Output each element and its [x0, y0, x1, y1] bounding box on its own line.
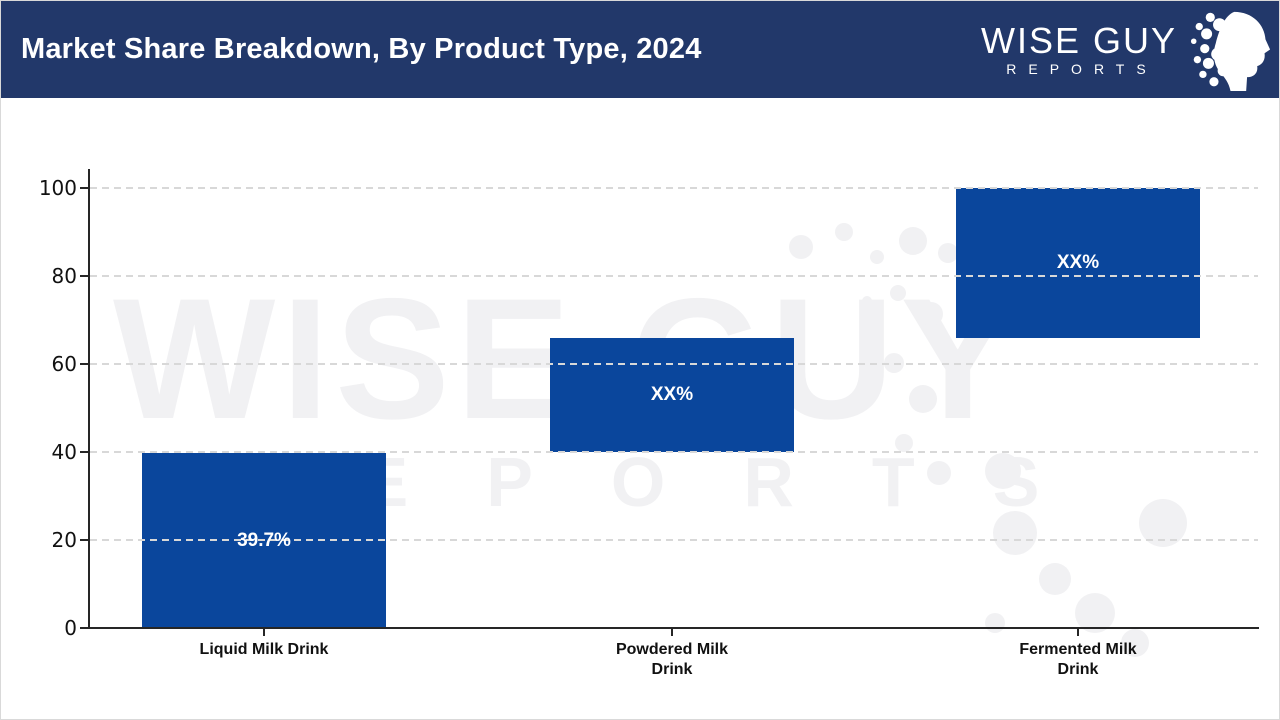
watermark-dot	[1121, 629, 1149, 657]
bar-value-label: XX%	[1056, 251, 1100, 273]
logo-text: WISE GUY REPORTS	[980, 20, 1177, 77]
bar-2	[550, 337, 794, 452]
watermark-dot	[870, 250, 884, 264]
y-tick-label: 20	[51, 528, 77, 552]
category-label-line: Liquid Milk Drink	[199, 641, 329, 658]
watermark-dot	[1039, 563, 1071, 595]
header: Market Share Breakdown, By Product Type,…	[1, 1, 1279, 98]
y-tick-mark	[80, 275, 88, 277]
category-label: Powdered Milk Drink	[542, 640, 802, 680]
watermark-dot	[938, 243, 958, 263]
gridline-60	[90, 363, 1258, 365]
category-label-line: Drink	[651, 661, 693, 678]
y-tick-label: 80	[51, 264, 77, 288]
watermark-dot	[862, 296, 872, 306]
watermark-dot	[899, 227, 927, 255]
gridline-40	[90, 451, 1258, 453]
y-tick-label: 40	[51, 440, 77, 464]
category-label: Liquid Milk Drink	[134, 640, 394, 660]
category-label: Fermented Milk Drink	[948, 640, 1208, 680]
watermark-dot	[927, 461, 951, 485]
wiseguy-logo: WISE GUY REPORTS	[981, 6, 1271, 94]
category-label-line: Powdered Milk	[615, 641, 729, 658]
watermark-dot	[993, 511, 1037, 555]
y-tick-label: 60	[51, 352, 77, 376]
chart-title: Market Share Breakdown, By Product Type,…	[21, 33, 702, 65]
watermark-dot	[895, 434, 913, 452]
dotted-head-icon	[1190, 11, 1271, 91]
watermark-dot	[919, 302, 943, 326]
watermark-dot	[985, 613, 1005, 633]
y-tick-label: 0	[64, 616, 77, 640]
y-tick-label: 100	[38, 176, 77, 200]
bar-3	[956, 188, 1200, 338]
y-tick-mark	[80, 539, 88, 541]
category-label-line: Drink	[1057, 661, 1099, 678]
watermark-dot	[835, 223, 853, 241]
watermark-dot	[789, 235, 813, 259]
gridline-100	[90, 187, 1258, 189]
y-axis-spine	[88, 169, 90, 629]
y-tick-mark	[80, 187, 88, 189]
watermark-dot	[909, 385, 937, 413]
x-tick-mark	[1077, 629, 1079, 636]
gridline-80	[90, 275, 1258, 277]
logo-subtext: REPORTS	[1006, 61, 1158, 77]
watermark-dot	[890, 285, 906, 301]
y-tick-mark	[80, 451, 88, 453]
x-axis-spine	[88, 627, 1259, 629]
y-tick-mark	[80, 627, 88, 629]
gridline-20	[90, 539, 1258, 541]
logo-wordmark: WISE GUY	[980, 20, 1177, 61]
bar-value-label: 39.7%	[237, 529, 291, 551]
watermark-dot	[985, 453, 1021, 489]
watermark-dot	[1075, 593, 1115, 633]
category-label-line: Fermented Milk	[1019, 641, 1137, 658]
y-tick-mark	[80, 363, 88, 365]
bar-value-label: XX%	[650, 383, 694, 405]
watermark-dot	[947, 347, 959, 359]
x-tick-mark	[263, 629, 265, 636]
x-tick-mark	[671, 629, 673, 636]
